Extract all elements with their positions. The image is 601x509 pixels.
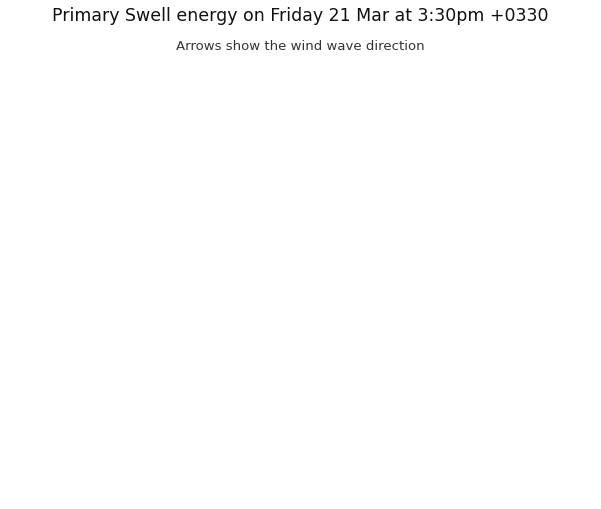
Text: Arrows show the wind wave direction: Arrows show the wind wave direction	[176, 40, 425, 53]
Text: cartopy not available: cartopy not available	[227, 277, 374, 291]
Text: Primary Swell energy on Friday 21 Mar at 3:30pm +0330: Primary Swell energy on Friday 21 Mar at…	[52, 8, 549, 25]
